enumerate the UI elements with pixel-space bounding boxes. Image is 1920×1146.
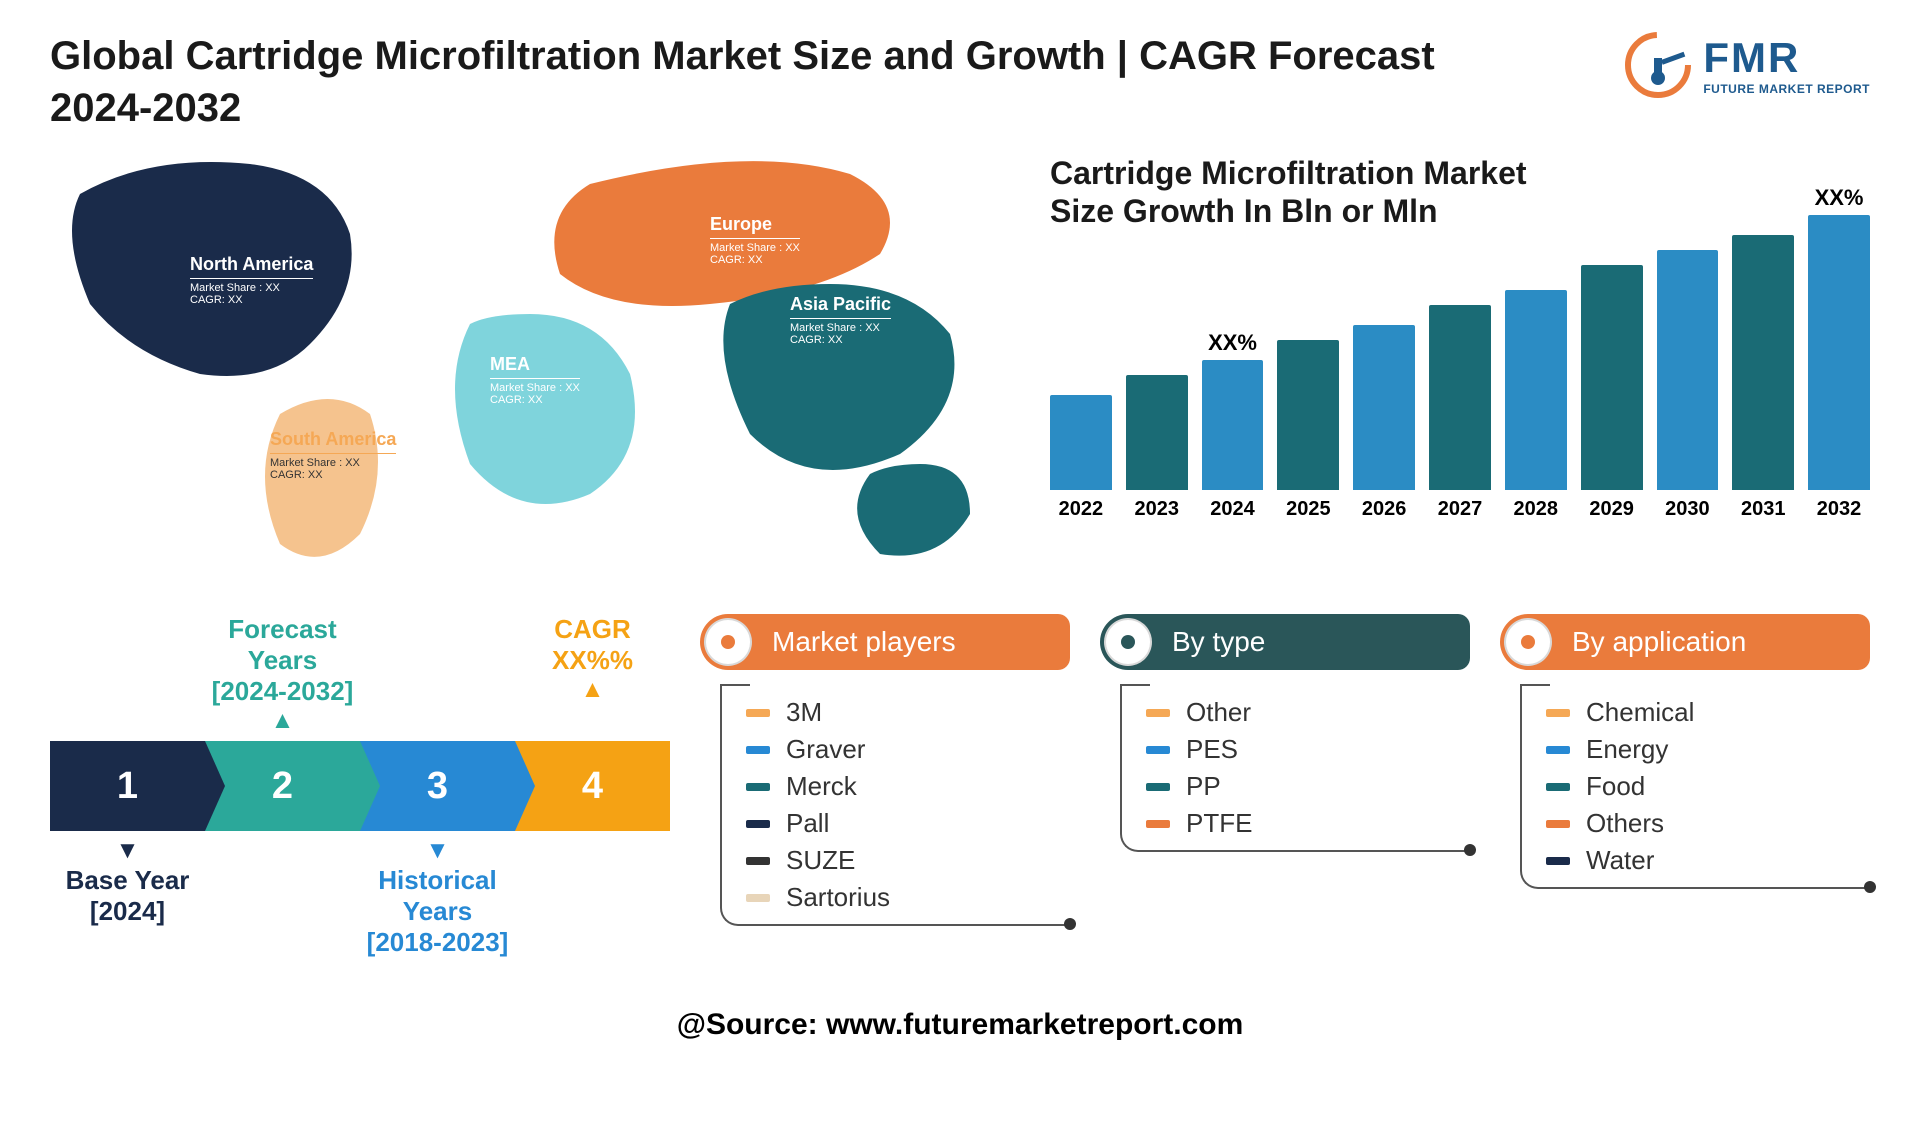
- region-label: MEAMarket Share : XXCAGR: XX: [490, 354, 580, 406]
- region-label: Asia PacificMarket Share : XXCAGR: XX: [790, 294, 891, 346]
- bar: [1353, 325, 1415, 490]
- region-label: North AmericaMarket Share : XXCAGR: XX: [190, 254, 313, 306]
- bar-year-label: 2028: [1514, 498, 1559, 521]
- bar-column: 2029: [1581, 265, 1643, 521]
- category-dot-icon: [1504, 618, 1552, 666]
- category-item: Other: [1122, 694, 1470, 731]
- category-item: PES: [1122, 731, 1470, 768]
- world-map: North AmericaMarket Share : XXCAGR: XX So…: [50, 154, 1010, 574]
- category-item: Merck: [722, 768, 1070, 805]
- category-block: By application ChemicalEnergyFoodOthersW…: [1500, 614, 1870, 926]
- bar: [1732, 235, 1794, 490]
- bar: [1126, 375, 1188, 490]
- category-dot-icon: [1104, 618, 1152, 666]
- bar-column: 2030: [1657, 250, 1719, 521]
- logo: FMR FUTURE MARKET REPORT: [1623, 30, 1870, 100]
- bar: [1277, 340, 1339, 490]
- bar-column: 2027: [1429, 305, 1491, 521]
- bar-year-label: 2031: [1741, 498, 1786, 521]
- bar: [1202, 360, 1264, 490]
- category-item: Food: [1522, 768, 1870, 805]
- bar: [1505, 290, 1567, 490]
- bar-year-label: 2023: [1134, 498, 1179, 521]
- timeline-label: CAGRXX%%▲: [515, 614, 670, 735]
- bar: [1808, 215, 1870, 490]
- bar-annotation: XX%: [1815, 185, 1864, 211]
- region-label: EuropeMarket Share : XXCAGR: XX: [710, 214, 800, 266]
- bar: [1429, 305, 1491, 490]
- bar-column: 2023: [1126, 375, 1188, 521]
- timeline-label: ▼Historical Years[2018-2023]: [360, 837, 515, 958]
- timeline-segment: 4: [515, 741, 670, 831]
- timeline-label: Forecast Years[2024-2032]▲: [205, 614, 360, 735]
- bar-year-label: 2030: [1665, 498, 1710, 521]
- category-item: PP: [1122, 768, 1470, 805]
- category-item: Graver: [722, 731, 1070, 768]
- category-item: Sartorius: [722, 879, 1070, 916]
- category-header: Market players: [700, 614, 1070, 670]
- logo-icon: [1623, 30, 1693, 100]
- timeline-label: ▼Base Year[2024]: [50, 837, 205, 958]
- bar-column: 2031: [1732, 235, 1794, 521]
- category-item: PTFE: [1122, 805, 1470, 842]
- bar-column: 2025: [1277, 340, 1339, 521]
- timeline-segment: 3: [360, 741, 515, 831]
- category-item: Others: [1522, 805, 1870, 842]
- bar: [1050, 395, 1112, 490]
- bar-year-label: 2025: [1286, 498, 1331, 521]
- bar-year-label: 2029: [1589, 498, 1634, 521]
- logo-text-sub: FUTURE MARKET REPORT: [1703, 82, 1870, 96]
- bar-column: 2022: [1050, 395, 1112, 521]
- category-header: By type: [1100, 614, 1470, 670]
- category-block: By type OtherPESPPPTFE: [1100, 614, 1470, 926]
- bar-column: 2028: [1505, 290, 1567, 521]
- timeline: Forecast Years[2024-2032]▲ CAGRXX%%▲ 123…: [50, 614, 670, 958]
- category-block: Market players 3MGraverMerckPallSUZESart…: [700, 614, 1070, 926]
- chart-title: Cartridge Microfiltration Market Size Gr…: [1050, 154, 1550, 231]
- bar-year-label: 2032: [1817, 498, 1862, 521]
- bar-column: XX% 2024: [1202, 330, 1264, 521]
- bar-annotation: XX%: [1208, 330, 1257, 356]
- category-title: Market players: [772, 626, 956, 658]
- bar-year-label: 2027: [1438, 498, 1483, 521]
- bar: [1657, 250, 1719, 490]
- category-dot-icon: [704, 618, 752, 666]
- category-item: Water: [1522, 842, 1870, 879]
- source-footer: @Source: www.futuremarketreport.com: [50, 1008, 1870, 1042]
- timeline-segment: 1: [50, 741, 205, 831]
- category-item: Chemical: [1522, 694, 1870, 731]
- category-item: 3M: [722, 694, 1070, 731]
- timeline-segment: 2: [205, 741, 360, 831]
- category-title: By application: [1572, 626, 1746, 658]
- category-header: By application: [1500, 614, 1870, 670]
- category-item: Pall: [722, 805, 1070, 842]
- bar-chart: Cartridge Microfiltration Market Size Gr…: [1050, 154, 1870, 574]
- bar-year-label: 2024: [1210, 498, 1255, 521]
- category-item: Energy: [1522, 731, 1870, 768]
- page-title: Global Cartridge Microfiltration Market …: [50, 30, 1450, 134]
- category-title: By type: [1172, 626, 1265, 658]
- category-item: SUZE: [722, 842, 1070, 879]
- bar-column: 2026: [1353, 325, 1415, 521]
- bar-column: XX% 2032: [1808, 185, 1870, 521]
- logo-text-main: FMR: [1703, 34, 1870, 82]
- bar-year-label: 2022: [1059, 498, 1104, 521]
- region-label: South AmericaMarket Share : XXCAGR: XX: [270, 429, 396, 481]
- bar-year-label: 2026: [1362, 498, 1407, 521]
- bar: [1581, 265, 1643, 490]
